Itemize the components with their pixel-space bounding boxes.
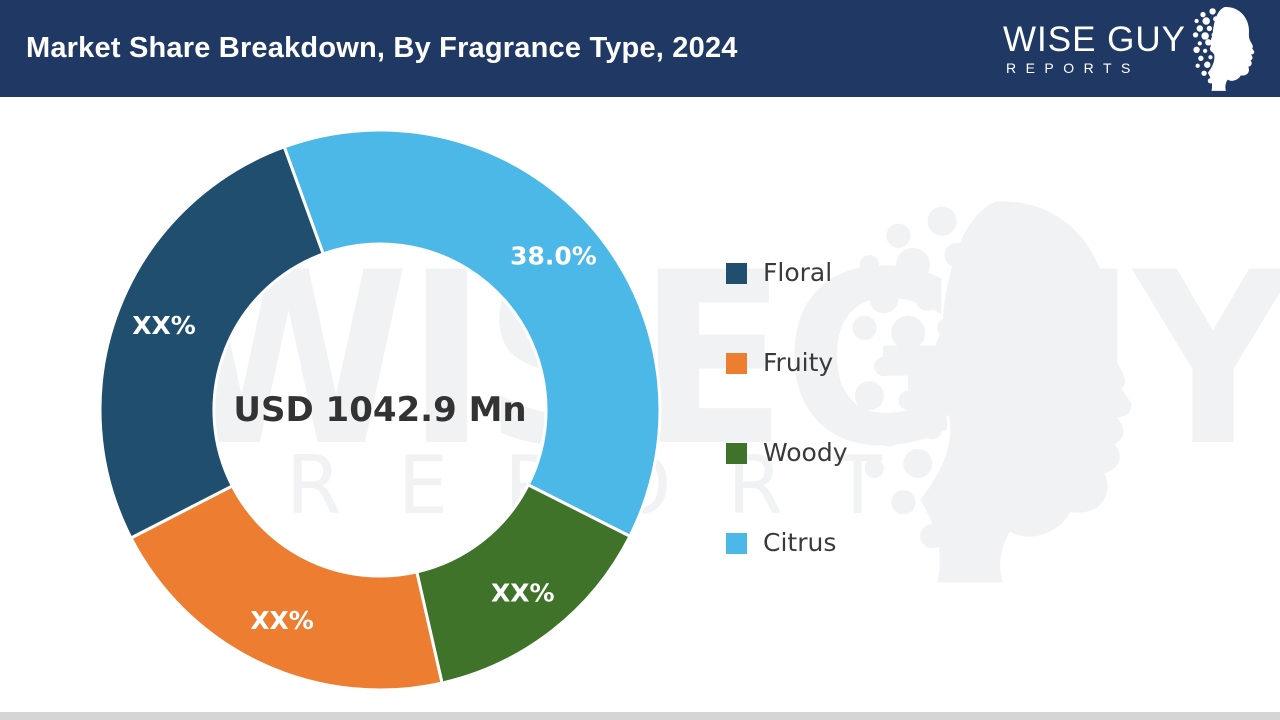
legend-item-fruity[interactable]: Fruity (726, 349, 848, 377)
legend-item-woody[interactable]: Woody (726, 439, 848, 467)
brand-subtitle: REPORTS (1005, 60, 1140, 76)
watermark-face-icon (852, 201, 1132, 583)
header-bar: Market Share Breakdown, By Fragrance Typ… (0, 0, 1280, 97)
donut-slice-fruity[interactable] (129, 484, 444, 692)
bottom-divider-bar (0, 712, 1280, 720)
legend-label-woody: Woody (763, 438, 848, 467)
slice-label-citrus: 38.0% (510, 242, 597, 271)
legend-label-fruity: Fruity (763, 348, 834, 377)
legend-swatch-woody (726, 442, 747, 464)
donut-chart: 38.0% XX% XX% XX% (98, 128, 662, 692)
slice-label-floral: XX% (132, 311, 196, 340)
brand-logo: WISE GUY REPORTS (1003, 5, 1262, 93)
donut-slice-citrus[interactable] (282, 128, 662, 538)
donut-slice-floral[interactable] (98, 145, 325, 540)
brand-face-icon (1192, 6, 1255, 91)
legend-item-citrus[interactable]: Citrus (726, 529, 848, 557)
brand-name: WISE GUY (1002, 20, 1186, 59)
legend-item-floral[interactable]: Floral (726, 259, 848, 287)
brand-logo-text: WISE GUY REPORTS (1003, 22, 1186, 75)
slice-label-fruity: XX% (250, 606, 314, 635)
slice-label-woody: XX% (491, 578, 555, 607)
legend-swatch-citrus (726, 532, 747, 554)
legend-label-floral: Floral (763, 258, 833, 287)
legend: Floral Fruity Woody Citrus (726, 259, 848, 557)
donut-center-value: USD 1042.9 Mn (233, 390, 527, 430)
legend-swatch-fruity (726, 352, 747, 374)
legend-label-citrus: Citrus (763, 528, 837, 557)
legend-swatch-floral (726, 262, 747, 284)
page-title: Market Share Breakdown, By Fragrance Typ… (26, 32, 738, 64)
